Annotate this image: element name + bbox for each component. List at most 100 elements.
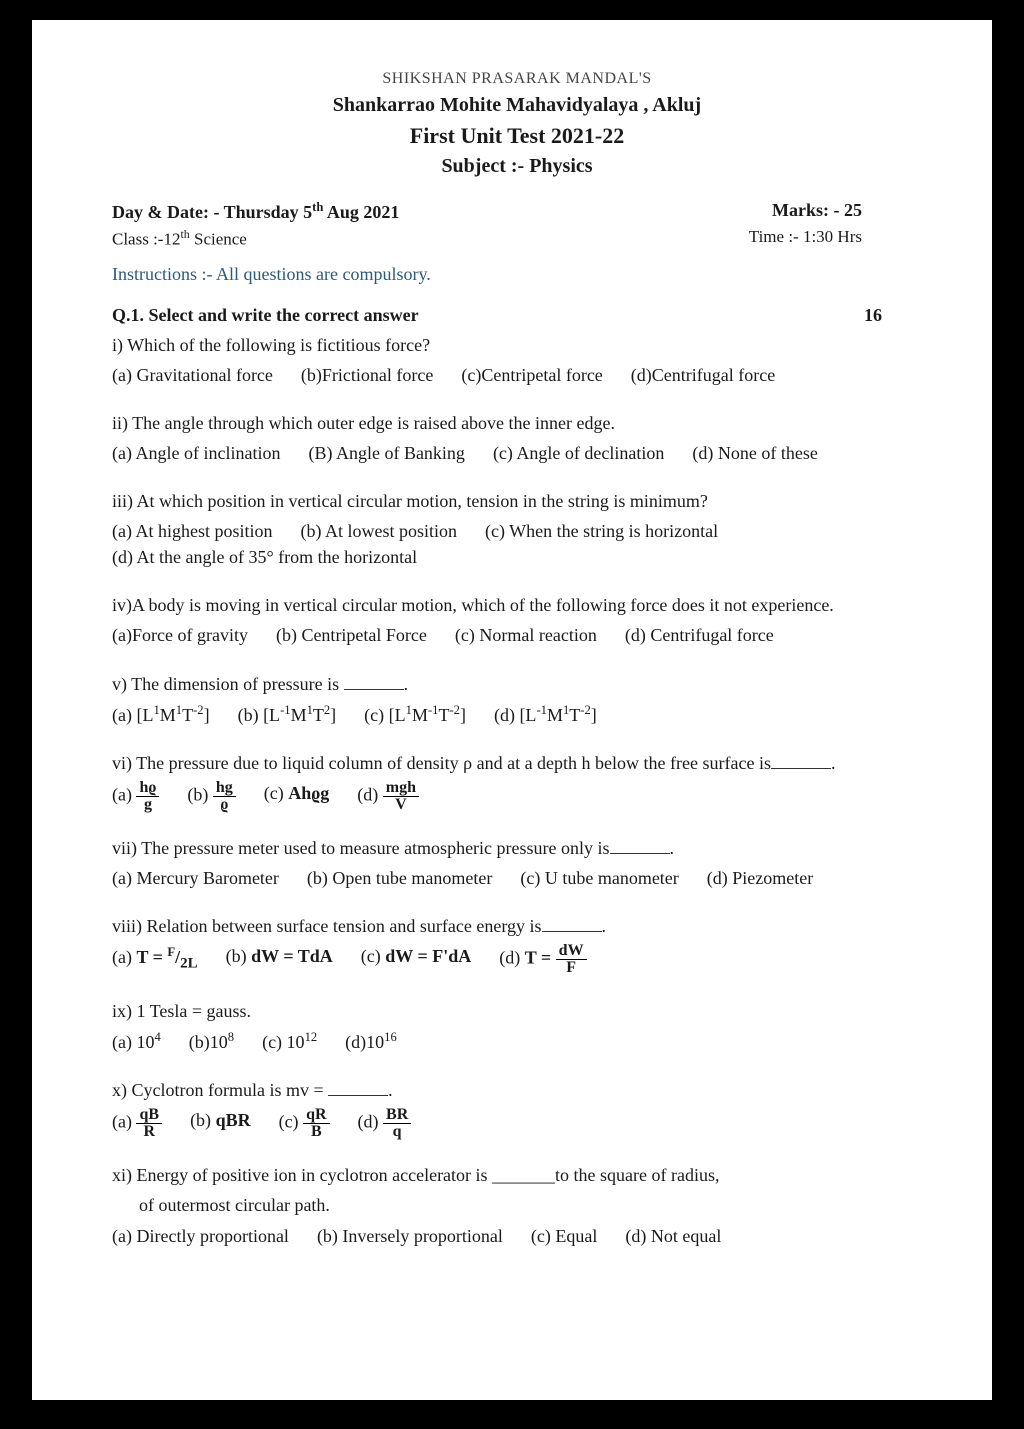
option: (d) At the angle of 35° from the horizon… xyxy=(112,544,417,570)
question-7: vii) The pressure meter used to measure … xyxy=(112,835,922,891)
question-1: i) Which of the following is fictitious … xyxy=(112,332,922,388)
option: (d)1016 xyxy=(345,1028,397,1055)
option: (c)Centripetal force xyxy=(461,362,602,388)
option: (c) Equal xyxy=(531,1223,597,1249)
date-label: Day & Date: - Thursday 5th Aug 2021 xyxy=(112,200,399,223)
class-sup: th xyxy=(180,227,189,241)
options: (a) Angle of inclination (B) Angle of Ban… xyxy=(112,440,922,466)
option: (a) Mercury Barometer xyxy=(112,865,279,891)
exam-page: SHIKSHAN PRASARAK MANDAL'S Shankarrao Mo… xyxy=(32,20,992,1400)
date-text: Day & Date: - Thursday 5 xyxy=(112,202,312,222)
options: (a) Gravitational force (b)Frictional for… xyxy=(112,362,922,388)
class-label: Class :-12th Science xyxy=(112,227,247,250)
blank-line xyxy=(328,1095,388,1096)
option: (a) 104 xyxy=(112,1028,161,1055)
class-prefix: Class :-12 xyxy=(112,230,180,249)
option: (d) Not equal xyxy=(625,1223,721,1249)
option: (c) U tube manometer xyxy=(520,865,678,891)
option: (d) T = dWF xyxy=(499,943,586,976)
exam-title: First Unit Test 2021-22 xyxy=(112,123,922,149)
instructions: Instructions :- All questions are compul… xyxy=(112,264,922,285)
option: (a) Angle of inclination xyxy=(112,440,280,466)
option: (b) At lowest position xyxy=(301,518,458,544)
option: (b) hgϱ xyxy=(187,780,235,813)
question-text: ii) The angle through which outer edge i… xyxy=(112,410,922,436)
question-9: ix) 1 Tesla = gauss. (a) 104 (b)108 (c) 101… xyxy=(112,998,922,1055)
option: (b)108 xyxy=(189,1028,234,1055)
meta-row-1: Day & Date: - Thursday 5th Aug 2021 Mark… xyxy=(112,200,922,223)
question-text: xi) Energy of positive ion in cyclotron … xyxy=(112,1162,922,1188)
meta-row-2: Class :-12th Science Time :- 1:30 Hrs xyxy=(112,227,922,250)
college-name: Shankarrao Mohite Mahavidyalaya , Akluj xyxy=(112,94,922,117)
q1-marks: 16 xyxy=(864,305,922,326)
option: (d) mghV xyxy=(357,780,419,813)
question-10: x) Cyclotron formula is mv = . (a) qBR (b)… xyxy=(112,1077,922,1140)
options: (a)Force of gravity(b) Centripetal Force… xyxy=(112,622,922,648)
question-text: viii) Relation between surface tension a… xyxy=(112,913,922,939)
options: (a) Mercury Barometer (b) Open tube manom… xyxy=(112,865,922,891)
q1-title: Q.1. Select and write the correct answer xyxy=(112,305,419,326)
question-text: x) Cyclotron formula is mv = . xyxy=(112,1077,922,1103)
question-2: ii) The angle through which outer edge i… xyxy=(112,410,922,466)
question-text-extra: of outermost circular path. xyxy=(112,1192,922,1218)
option: (B) Angle of Banking xyxy=(308,440,464,466)
option: (a) Gravitational force xyxy=(112,362,273,388)
question-6: vi) The pressure due to liquid column of… xyxy=(112,750,922,813)
blank-line xyxy=(542,931,602,932)
option: (c) dW = F'dA xyxy=(361,943,471,976)
question-8: viii) Relation between surface tension a… xyxy=(112,913,922,976)
option: (b) qBR xyxy=(190,1107,251,1140)
question-3: iii) At which position in vertical circu… xyxy=(112,488,922,570)
option: (c) Angle of declination xyxy=(493,440,664,466)
questions-container: i) Which of the following is fictitious … xyxy=(112,332,922,1249)
question-text: i) Which of the following is fictitious … xyxy=(112,332,922,358)
option: (b) dW = TdA xyxy=(226,943,333,976)
option: (c) Ahϱg xyxy=(264,780,330,813)
options: (a) 104 (b)108 (c) 1012 (d)1016 xyxy=(112,1028,922,1055)
option: (d) None of these xyxy=(692,440,817,466)
option: (c) 1012 xyxy=(262,1028,317,1055)
options: (a) [L1M1T-2] (b) [L-1M1T2] (c) [L1M-1T-2]… xyxy=(112,701,922,728)
question-5: v) The dimension of pressure is . (a) [L1… xyxy=(112,671,922,728)
question-text: v) The dimension of pressure is . xyxy=(112,671,922,697)
option: (a) hϱg xyxy=(112,780,159,813)
option: (b) Inversely proportional xyxy=(317,1223,503,1249)
subject-title: Subject :- Physics xyxy=(112,155,922,178)
option: (a) [L1M1T-2] xyxy=(112,701,210,728)
option: (d) Piezometer xyxy=(707,865,813,891)
blank-line xyxy=(344,689,404,690)
options: (a) qBR (b) qBR (c) qRB (d) BRq xyxy=(112,1107,922,1140)
question-text: iv)A body is moving in vertical circular… xyxy=(112,592,922,618)
blank-line xyxy=(610,853,670,854)
question-text: iii) At which position in vertical circu… xyxy=(112,488,922,514)
option: (c) [L1M-1T-2] xyxy=(364,701,466,728)
option: (a) qBR xyxy=(112,1107,162,1140)
class-rest: Science xyxy=(190,230,247,249)
option: (b) Open tube manometer xyxy=(307,865,492,891)
option: (c) When the string is horizontal xyxy=(485,518,718,544)
question-text: vii) The pressure meter used to measure … xyxy=(112,835,922,861)
question-text: vi) The pressure due to liquid column of… xyxy=(112,750,922,776)
option: (b)Frictional force xyxy=(301,362,433,388)
option: (d) BRq xyxy=(358,1107,412,1140)
option: (c) qRB xyxy=(279,1107,330,1140)
option: (c) Normal reaction xyxy=(455,622,597,648)
option: (d) Centrifugal force xyxy=(625,622,774,648)
institute-name: SHIKSHAN PRASARAK MANDAL'S xyxy=(112,70,922,88)
option: (d)Centrifugal force xyxy=(631,362,775,388)
option: (a)Force of gravity xyxy=(112,622,248,648)
question-4: iv)A body is moving in vertical circular… xyxy=(112,592,922,648)
options: (a) T = F/2L (b) dW = TdA (c) dW = F'dA (d)… xyxy=(112,943,922,976)
date-rest: Aug 2021 xyxy=(323,202,399,222)
option: (a) At highest position xyxy=(112,518,273,544)
question-text: ix) 1 Tesla = gauss. xyxy=(112,998,922,1024)
option: (a) T = F/2L xyxy=(112,943,198,976)
options: (a) Directly proportional (b) Inversely p… xyxy=(112,1223,922,1249)
date-sup: th xyxy=(312,200,323,214)
option: (b) [L-1M1T2] xyxy=(238,701,337,728)
options: (a) hϱg (b) hgϱ (c) Ahϱg (d) mghV xyxy=(112,780,922,813)
option: (d) [L-1M1T-2] xyxy=(494,701,597,728)
time-label: Time :- 1:30 Hrs xyxy=(749,227,922,250)
blank-line xyxy=(771,768,831,769)
option: (a) Directly proportional xyxy=(112,1223,289,1249)
